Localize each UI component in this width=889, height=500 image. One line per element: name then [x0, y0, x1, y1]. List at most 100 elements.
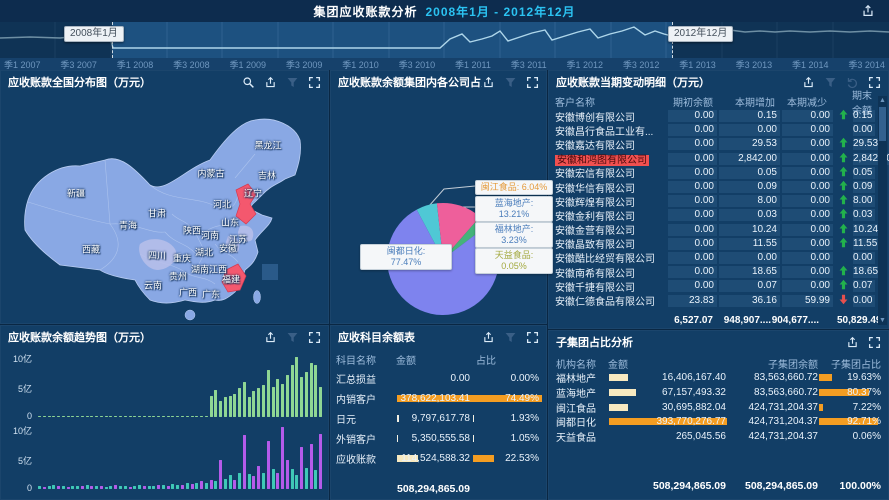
scroll-up-icon[interactable]: ▲ — [879, 97, 886, 104]
scroll-down-icon[interactable]: ▼ — [879, 317, 886, 324]
table-row[interactable]: 安徽和鸿图有限公司 0.00 2,842.00 0.00 2,842.00 — [550, 152, 889, 167]
fullscreen-icon[interactable] — [308, 76, 321, 89]
province-label[interactable]: 辽宁 — [243, 188, 263, 199]
table-row[interactable]: 日元 9,797,617.78 1.93% — [336, 412, 539, 426]
undo-icon[interactable] — [846, 76, 859, 89]
timeline-tick: 季1 2013 — [679, 60, 716, 70]
province-label[interactable]: 河北 — [212, 199, 232, 210]
pie-label-lanhai[interactable]: 蓝海地产: 13.21% — [475, 196, 553, 222]
table-row[interactable]: 安徽南希有限公司 0.00 18.65 0.00 18.65 — [550, 265, 882, 280]
table-row[interactable]: 闽江食品 30,695,882.04 424,731,204.37 7.22% — [556, 401, 881, 415]
province-label[interactable]: 云南 — [143, 280, 163, 291]
province-label[interactable]: 河南 — [200, 230, 220, 241]
export-icon[interactable] — [264, 331, 277, 344]
table-row[interactable]: 安徽宏信有限公司 0.00 0.05 0.00 0.05 — [550, 166, 876, 180]
bar — [276, 379, 280, 417]
province-label[interactable]: 黑龙江 — [254, 140, 282, 151]
table-row[interactable]: 安徽辉煌有限公司 0.00 8.00 0.00 8.00 — [550, 194, 876, 209]
scrollbar[interactable]: ▲ ▼ — [878, 96, 887, 325]
table-row[interactable]: 闽都日化 393,770,276.77 424,731,204.37 92.71% — [556, 416, 881, 430]
scrollbar-thumb[interactable] — [879, 107, 886, 141]
export-icon[interactable] — [482, 76, 495, 89]
hainan[interactable] — [184, 309, 196, 321]
range-start-handle[interactable]: 2008年1月 — [64, 26, 124, 42]
province-anhui[interactable] — [225, 235, 240, 254]
bar — [200, 416, 204, 417]
china-map[interactable]: 黑龙江内蒙古 吉林辽宁 新疆河北甘肃山东 青海 陕西 河南 江苏 安徽 西藏 湖北 四川 重庆 湖南 江西… — [0, 94, 329, 324]
province-label[interactable]: 四川 — [147, 250, 167, 261]
export-icon[interactable] — [264, 76, 277, 89]
province-label[interactable]: 江西 — [208, 264, 228, 275]
filter-icon[interactable] — [286, 331, 299, 344]
province-label[interactable]: 青海 — [118, 220, 138, 231]
province-hebei-hot[interactable] — [235, 183, 257, 225]
province-label[interactable]: 内蒙古 — [197, 168, 225, 179]
bar — [80, 486, 84, 489]
bar — [95, 416, 99, 417]
table-row[interactable]: 安徽晶致有限公司 0.00 11.55 0.00 11.55 — [550, 237, 881, 251]
province-label[interactable]: 贵州 — [168, 271, 188, 282]
table-row[interactable]: 天益食品 265,045.56 424,731,204.37 0.06% — [556, 430, 881, 444]
bar — [233, 394, 237, 417]
province-label[interactable]: 山东 — [220, 217, 240, 228]
province-label[interactable]: 吉林 — [257, 170, 277, 181]
province-label[interactable]: 广西 — [178, 287, 198, 298]
fullscreen-icon[interactable] — [868, 76, 881, 89]
bar — [252, 391, 256, 417]
export-icon[interactable] — [482, 331, 495, 344]
province-fujian-hot[interactable] — [221, 263, 247, 293]
filter-icon[interactable] — [824, 76, 837, 89]
fullscreen-icon[interactable] — [526, 331, 539, 344]
pie-label-fulin[interactable]: 福林地产: 3.23% — [475, 222, 553, 248]
range-end-handle[interactable]: 2012年12月 — [668, 26, 734, 42]
export-icon[interactable] — [802, 76, 815, 89]
province-label[interactable]: 甘肃 — [147, 208, 167, 219]
province-label[interactable]: 湖南 — [190, 264, 210, 275]
pie-label-tianyi[interactable]: 天益食品: 0.05% — [475, 248, 553, 274]
province-sichuan[interactable] — [139, 239, 177, 270]
province-label[interactable]: 重庆 — [172, 253, 192, 264]
timeline-tick: 季1 2012 — [566, 60, 603, 70]
export-icon[interactable] — [861, 4, 875, 18]
pie-label-minjiang[interactable]: 闽江食品: 6.04% — [475, 180, 553, 195]
pie-label-mindu[interactable]: 闽都日化: 77.47% — [360, 244, 452, 270]
province-label[interactable]: 江苏 — [228, 234, 248, 245]
province-label[interactable]: 安徽 — [218, 243, 238, 254]
panel-map-title: 应收账款全国分布图（万元） — [8, 77, 151, 89]
filter-icon[interactable] — [504, 331, 517, 344]
table-row[interactable]: 安徽仁德食品有限公司 23.83 36.16 59.99 0.00 — [550, 293, 876, 308]
table-row[interactable]: 安徽嘉达有限公司 0.00 29.53 0.00 29.53 — [550, 137, 882, 152]
table-row[interactable]: 安徽昌行食品工业有... 0.00 0.00 0.00 0.00 — [550, 123, 876, 138]
province-label[interactable]: 新疆 — [66, 188, 86, 199]
table-row[interactable]: 福林地产 16,406,167.40 83,563,660.72 19.63% — [556, 372, 881, 386]
export-icon[interactable] — [846, 336, 859, 349]
timeline-slider[interactable]: 2008年1月 2012年12月 季1 2007 季3 2007 季1 2008 季3… — [0, 22, 889, 70]
table-row[interactable]: 安徽金营有限公司 0.00 10.24 0.00 10.24 — [550, 223, 882, 237]
taiwan[interactable] — [253, 290, 261, 304]
filter-icon[interactable] — [504, 76, 517, 89]
table-row[interactable]: 安徽千捷有限公司 0.00 0.07 0.00 0.07 — [550, 279, 876, 294]
table-row[interactable]: 蓝海地产 67,157,493.32 83,563,660.72 80.37% — [556, 386, 881, 400]
province-label[interactable]: 福建 — [221, 274, 241, 285]
bar — [47, 485, 51, 489]
province-label[interactable]: 湖北 — [194, 247, 214, 258]
fullscreen-icon[interactable] — [868, 336, 881, 349]
province-label[interactable]: 陕西 — [182, 225, 202, 236]
table-row[interactable]: 汇总损益 0.00 0.00% — [336, 372, 539, 386]
table-row[interactable]: 安徽博创有限公司 0.00 0.15 0.00 0.15 — [550, 109, 876, 124]
zoom-icon[interactable] — [242, 76, 255, 89]
table-row[interactable]: 安徽华信有限公司 0.00 0.09 0.00 0.09 — [550, 180, 876, 195]
table-row[interactable]: 安徽金利有限公司 0.00 0.03 0.00 0.03 — [550, 208, 876, 223]
fullscreen-icon[interactable] — [526, 76, 539, 89]
bar — [242, 381, 246, 417]
province-jiangsu[interactable] — [238, 225, 254, 242]
province-label[interactable]: 广东 — [201, 289, 221, 300]
table-row[interactable]: 应收账款 114,524,588.32 22.53% — [336, 452, 539, 466]
province-label[interactable]: 西藏 — [81, 244, 101, 255]
bar — [290, 468, 294, 489]
fullscreen-icon[interactable] — [308, 331, 321, 344]
table-row[interactable]: 内销客户 378,622,103.41 74.49% — [336, 388, 542, 408]
table-row[interactable]: 外销客户 5,350,555.58 1.05% — [336, 432, 539, 446]
filter-icon[interactable] — [286, 76, 299, 89]
table-row[interactable]: 安徽酷比经贸有限公司 0.00 0.00 0.00 0.00 — [550, 251, 876, 265]
